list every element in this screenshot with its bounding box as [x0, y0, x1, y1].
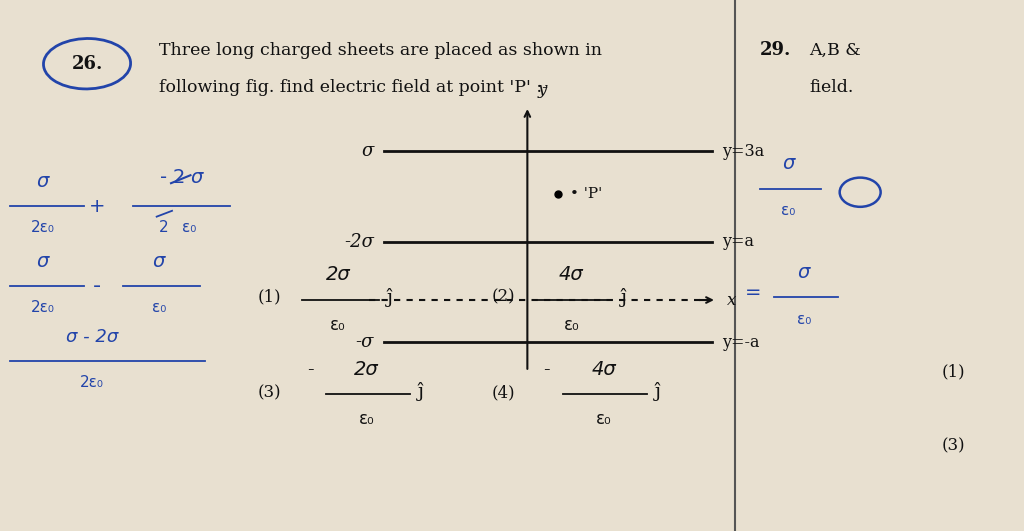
Text: =: = [744, 282, 761, 302]
Text: ε₀: ε₀ [330, 316, 346, 334]
Text: (1): (1) [258, 289, 282, 306]
Text: σ: σ [37, 252, 49, 271]
Text: ĵ: ĵ [621, 288, 627, 307]
Text: y=-a: y=-a [722, 334, 760, 351]
Text: 2σ: 2σ [326, 265, 350, 284]
Text: 2ε₀: 2ε₀ [31, 300, 55, 315]
Text: σ: σ [361, 142, 374, 160]
Text: σ: σ [190, 168, 203, 187]
Text: -σ: -σ [355, 333, 374, 352]
Text: 2: 2 [173, 168, 185, 187]
Text: ε₀: ε₀ [563, 316, 580, 334]
Text: ĵ: ĵ [655, 382, 662, 401]
Text: 2: 2 [159, 220, 169, 235]
Text: +: + [89, 196, 105, 216]
Text: ε₀: ε₀ [797, 312, 811, 327]
Text: σ: σ [153, 252, 165, 271]
Text: ε₀: ε₀ [152, 300, 166, 315]
Text: σ: σ [37, 172, 49, 191]
Text: (3): (3) [942, 438, 966, 455]
Text: following fig. find electric field at point 'P' :-: following fig. find electric field at po… [159, 79, 548, 96]
Text: -: - [93, 276, 101, 296]
Text: 2σ: 2σ [354, 359, 379, 379]
Text: (2): (2) [492, 289, 515, 306]
Text: 2ε₀: 2ε₀ [80, 375, 104, 390]
Text: x: x [727, 292, 736, 309]
Text: 29.: 29. [760, 41, 792, 59]
Text: (1): (1) [942, 363, 966, 380]
Text: ε₀: ε₀ [781, 203, 796, 218]
Text: • 'P': • 'P' [570, 187, 602, 201]
Text: 26.: 26. [72, 55, 102, 73]
Text: -: - [161, 168, 167, 187]
Text: -: - [543, 361, 549, 379]
Text: -: - [307, 361, 313, 379]
Text: σ: σ [798, 263, 810, 282]
Text: A,B &: A,B & [809, 42, 861, 59]
Text: ĵ: ĵ [387, 288, 393, 307]
Text: Three long charged sheets are placed as shown in: Three long charged sheets are placed as … [159, 42, 602, 59]
Text: field.: field. [809, 79, 853, 96]
Text: σ: σ [782, 153, 795, 173]
Text: ε₀: ε₀ [358, 410, 375, 428]
Text: -2σ: -2σ [344, 233, 374, 251]
Text: ε₀: ε₀ [596, 410, 612, 428]
Text: ε₀: ε₀ [182, 220, 197, 235]
Text: 2ε₀: 2ε₀ [31, 220, 55, 235]
Text: 4σ: 4σ [592, 359, 616, 379]
Text: y=3a: y=3a [722, 143, 764, 160]
Text: 4σ: 4σ [559, 265, 584, 284]
Text: y=a: y=a [722, 233, 754, 250]
Text: (3): (3) [258, 384, 282, 401]
Text: ĵ: ĵ [418, 382, 424, 401]
Text: y: y [538, 81, 547, 98]
Text: σ - 2σ: σ - 2σ [66, 328, 119, 346]
Text: (4): (4) [492, 384, 515, 401]
